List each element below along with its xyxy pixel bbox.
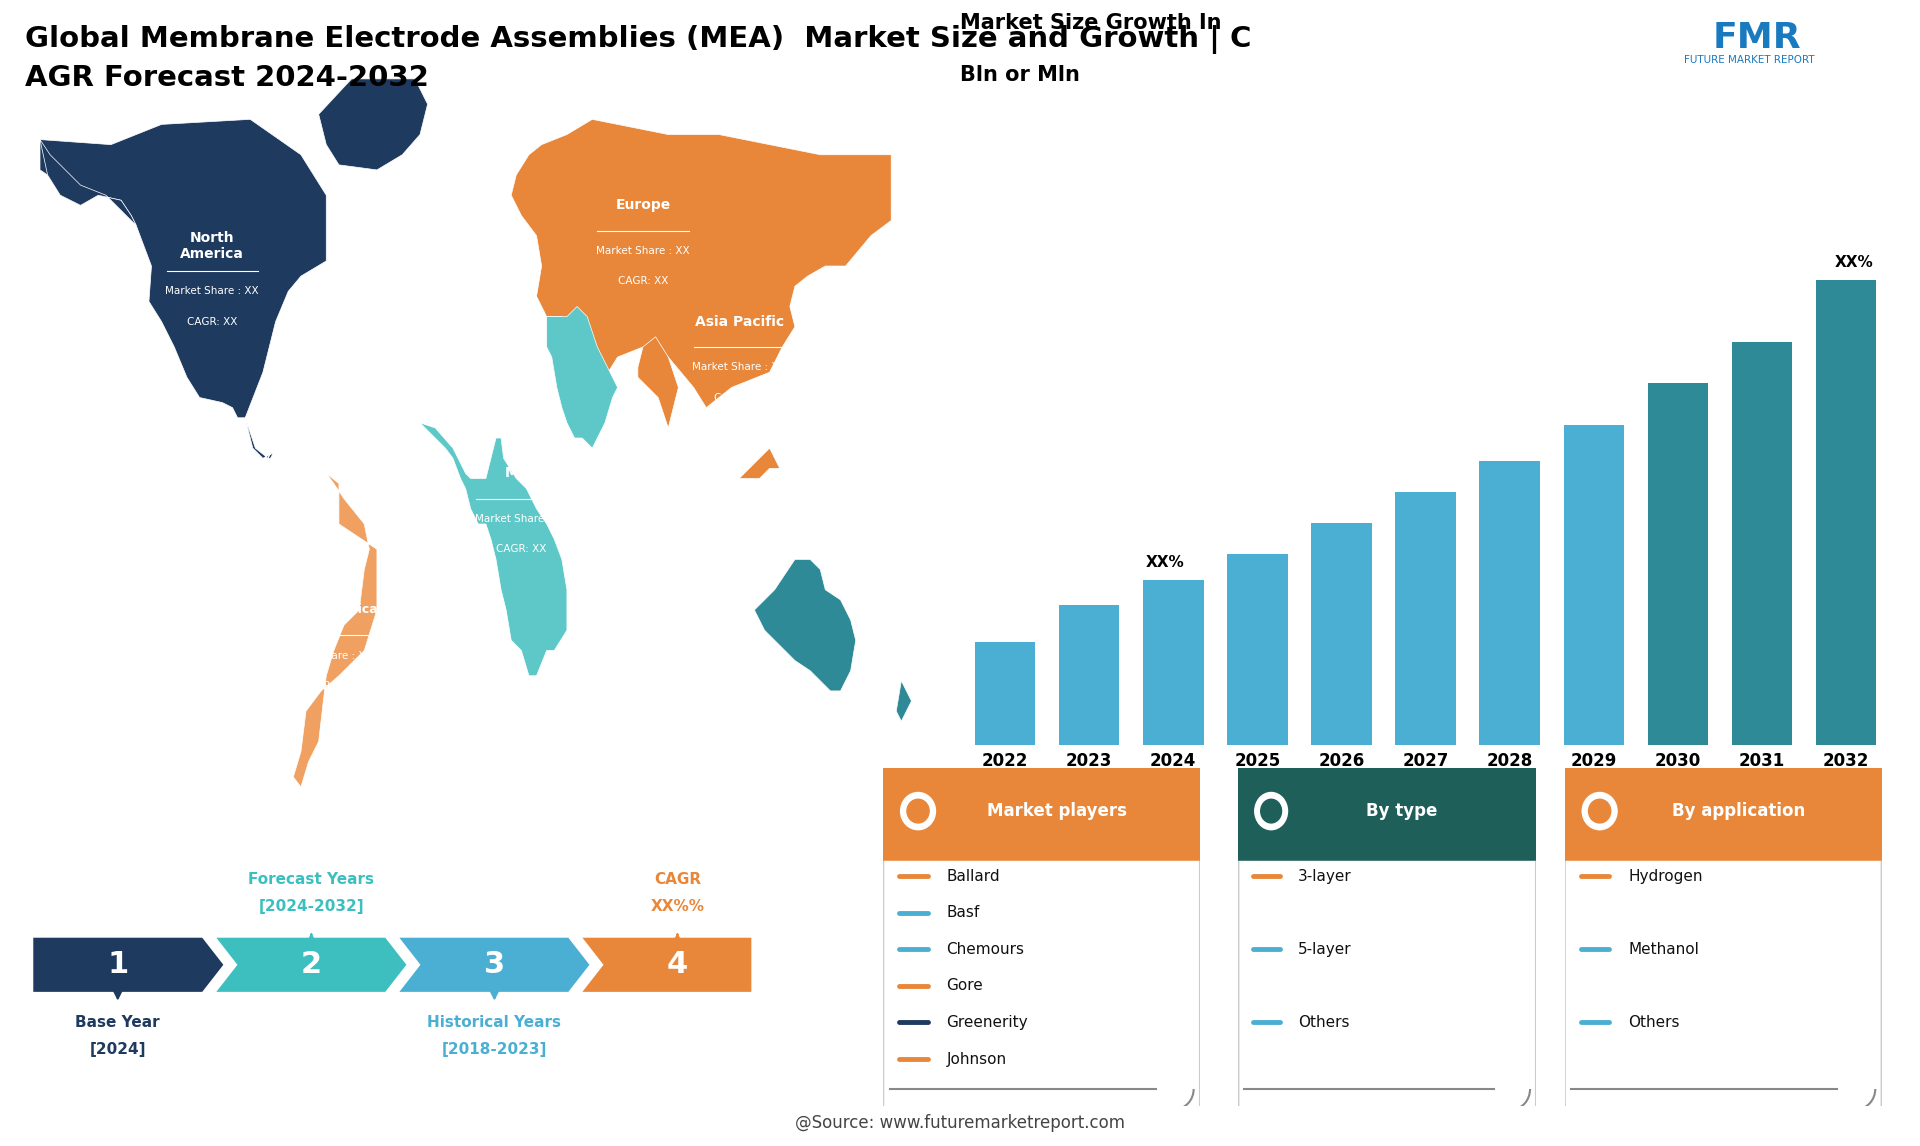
- FancyBboxPatch shape: [872, 763, 1210, 861]
- FancyBboxPatch shape: [1565, 849, 1882, 1109]
- Text: Market Share : XX: Market Share : XX: [165, 286, 259, 297]
- Text: 5-layer: 5-layer: [1298, 942, 1352, 957]
- Polygon shape: [718, 448, 780, 488]
- Text: Greenerity: Greenerity: [947, 1015, 1029, 1030]
- Circle shape: [1261, 799, 1281, 823]
- Bar: [975, 642, 1035, 745]
- Polygon shape: [33, 937, 223, 991]
- Bar: [1142, 580, 1204, 745]
- Text: 2: 2: [301, 950, 323, 980]
- Polygon shape: [755, 559, 856, 691]
- Polygon shape: [637, 337, 678, 458]
- FancyBboxPatch shape: [883, 849, 1200, 1109]
- Circle shape: [1582, 793, 1617, 830]
- Polygon shape: [217, 937, 407, 991]
- Polygon shape: [547, 306, 618, 448]
- Text: Basf: Basf: [947, 905, 979, 920]
- Bar: [1732, 342, 1791, 745]
- Text: Chemours: Chemours: [947, 942, 1025, 957]
- Text: Market Size Growth In: Market Size Growth In: [960, 14, 1221, 33]
- Text: North
America: North America: [180, 230, 244, 261]
- Polygon shape: [269, 438, 376, 787]
- Text: CAGR: XX: CAGR: XX: [495, 544, 547, 555]
- Polygon shape: [399, 937, 589, 991]
- Text: XX%%: XX%%: [651, 900, 705, 915]
- Text: Bln or Mln: Bln or Mln: [960, 64, 1079, 85]
- Text: Methanol: Methanol: [1628, 942, 1699, 957]
- Text: [2024-2032]: [2024-2032]: [259, 900, 365, 915]
- Bar: [1227, 554, 1288, 745]
- Text: By type: By type: [1367, 802, 1438, 821]
- Text: 3: 3: [484, 950, 505, 980]
- Text: CAGR: XX: CAGR: XX: [618, 276, 668, 286]
- Circle shape: [1256, 793, 1288, 830]
- FancyBboxPatch shape: [1238, 849, 1536, 1109]
- Text: [2018-2023]: [2018-2023]: [442, 1043, 547, 1058]
- Text: 4: 4: [666, 950, 687, 980]
- Polygon shape: [897, 681, 912, 721]
- Text: By application: By application: [1672, 802, 1805, 821]
- Text: Base Year: Base Year: [75, 1015, 159, 1030]
- Text: @Source: www.futuremarketreport.com: @Source: www.futuremarketreport.com: [795, 1114, 1125, 1132]
- Bar: [1060, 605, 1119, 745]
- Text: Market players: Market players: [987, 802, 1127, 821]
- Text: 3-layer: 3-layer: [1298, 869, 1352, 884]
- Text: CAGR: CAGR: [655, 872, 701, 887]
- Text: AGR Forecast 2024-2032: AGR Forecast 2024-2032: [25, 64, 428, 92]
- Bar: [1311, 523, 1371, 745]
- Polygon shape: [40, 140, 136, 226]
- Text: Europe: Europe: [614, 198, 670, 212]
- FancyBboxPatch shape: [1229, 763, 1546, 861]
- Bar: [1396, 492, 1455, 745]
- Circle shape: [906, 799, 929, 823]
- Text: Market Share : XX: Market Share : XX: [693, 362, 785, 372]
- Text: Forecast Years: Forecast Years: [248, 872, 374, 887]
- Bar: [1647, 383, 1709, 745]
- Text: FUTURE MARKET REPORT: FUTURE MARKET REPORT: [1684, 55, 1814, 65]
- Text: CAGR: XX: CAGR: XX: [301, 681, 351, 691]
- Text: CAGR: XX: CAGR: XX: [186, 316, 238, 327]
- Text: Market Share : XX: Market Share : XX: [280, 651, 372, 660]
- Text: Gore: Gore: [947, 979, 983, 994]
- Bar: [1563, 424, 1624, 745]
- Bar: [1480, 461, 1540, 745]
- Circle shape: [900, 793, 935, 830]
- Polygon shape: [582, 937, 751, 991]
- Text: Global Membrane Electrode Assemblies (MEA)  Market Size and Growth | C: Global Membrane Electrode Assemblies (ME…: [25, 25, 1252, 54]
- Text: Market Share : XX: Market Share : XX: [595, 246, 689, 256]
- Text: MEA: MEA: [505, 466, 538, 480]
- Text: Others: Others: [1298, 1015, 1350, 1030]
- Text: XX%: XX%: [1146, 555, 1185, 571]
- Text: South America: South America: [275, 604, 378, 617]
- Bar: [1816, 280, 1876, 745]
- Polygon shape: [420, 423, 566, 676]
- Text: XX%: XX%: [1836, 256, 1874, 270]
- Text: [2024]: [2024]: [90, 1043, 146, 1058]
- Text: 1: 1: [108, 950, 129, 980]
- Text: Asia Pacific: Asia Pacific: [695, 315, 783, 329]
- Text: Market Share : XX: Market Share : XX: [474, 513, 568, 524]
- Polygon shape: [40, 119, 326, 458]
- Polygon shape: [440, 119, 891, 438]
- Text: Hydrogen: Hydrogen: [1628, 869, 1703, 884]
- Text: Ballard: Ballard: [947, 869, 1000, 884]
- Circle shape: [1588, 799, 1611, 823]
- Text: FMR: FMR: [1713, 21, 1801, 55]
- Text: Others: Others: [1628, 1015, 1680, 1030]
- Polygon shape: [319, 79, 428, 170]
- Text: Historical Years: Historical Years: [428, 1015, 561, 1030]
- Text: CAGR: XX: CAGR: XX: [714, 393, 764, 402]
- Text: Johnson: Johnson: [947, 1052, 1006, 1067]
- FancyBboxPatch shape: [1553, 763, 1891, 861]
